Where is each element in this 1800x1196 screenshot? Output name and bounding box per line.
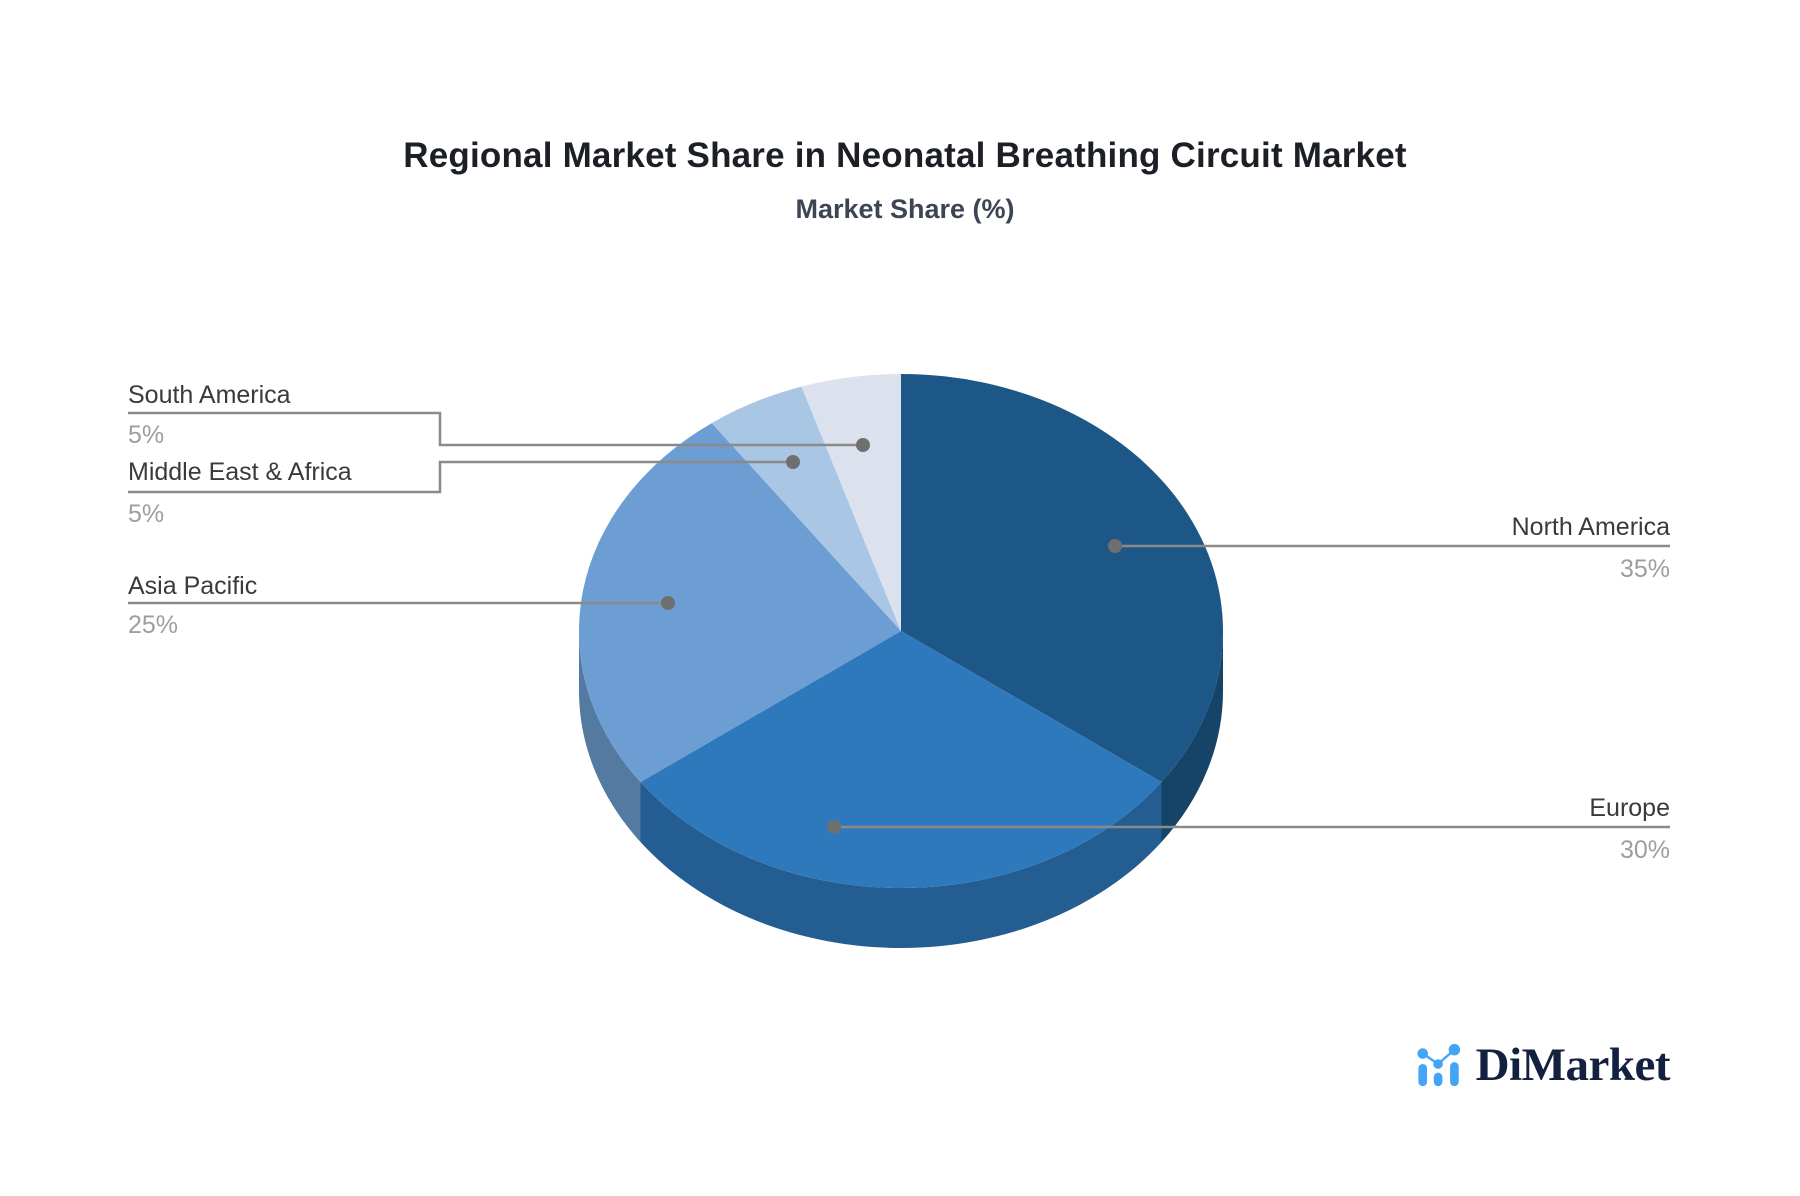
slice-face-europe [640, 631, 1162, 888]
slice-face-south-america [801, 374, 901, 631]
slice-value: 5% [128, 421, 165, 449]
slice-label: South America [128, 381, 291, 409]
callout-north-america: North America [1512, 511, 1670, 544]
callout-north-america-value: 35% [1620, 553, 1670, 586]
slice-value: 25% [128, 611, 179, 639]
slice-side-asia-pacific [579, 631, 641, 843]
chart-title: Regional Market Share in Neonatal Breath… [403, 136, 1407, 175]
leader-dot-north-america [1108, 539, 1122, 553]
slice-side-north-america [1161, 631, 1223, 843]
slice-face-asia-pacific [579, 423, 901, 783]
bar-line-chart-icon [1417, 1043, 1460, 1087]
slice-value: 30% [1619, 836, 1670, 864]
leader-line-middle-east-africa [128, 460, 793, 494]
slice-value: 5% [128, 500, 165, 528]
callout-europe-value: 30% [1620, 834, 1670, 867]
brand-logo: DiMarket [1416, 1038, 1671, 1092]
callout-middle-east-africa: Middle East & Africa [128, 456, 352, 489]
leader-dot-asia-pacific [661, 596, 675, 610]
chart-subtitle: Market Share (%) [795, 194, 1015, 224]
callout-asia-pacific: Asia Pacific [128, 570, 257, 603]
callout-asia-pacific-value: 25% [128, 609, 178, 642]
slice-label: Middle East & Africa [128, 458, 352, 486]
callout-europe: Europe [1589, 792, 1670, 825]
slice-face-middle-east-africa [711, 386, 901, 631]
leader-line-south-america [128, 411, 863, 447]
leader-dot-middle-east-africa [786, 455, 800, 469]
slice-label: Europe [1589, 794, 1670, 822]
slice-label: North America [1511, 513, 1670, 541]
brand-logo-text: DiMarket [1475, 1039, 1671, 1091]
callout-middle-east-africa-value: 5% [128, 498, 164, 531]
callout-south-america: South America [128, 379, 291, 412]
slice-label: Asia Pacific [128, 572, 258, 600]
callout-south-america-value: 5% [128, 419, 164, 452]
slice-value: 35% [1619, 555, 1670, 583]
leader-dot-europe [827, 820, 841, 834]
slice-face-north-america [901, 374, 1223, 783]
leader-dot-south-america [856, 438, 870, 452]
slice-side-europe [640, 782, 1162, 948]
